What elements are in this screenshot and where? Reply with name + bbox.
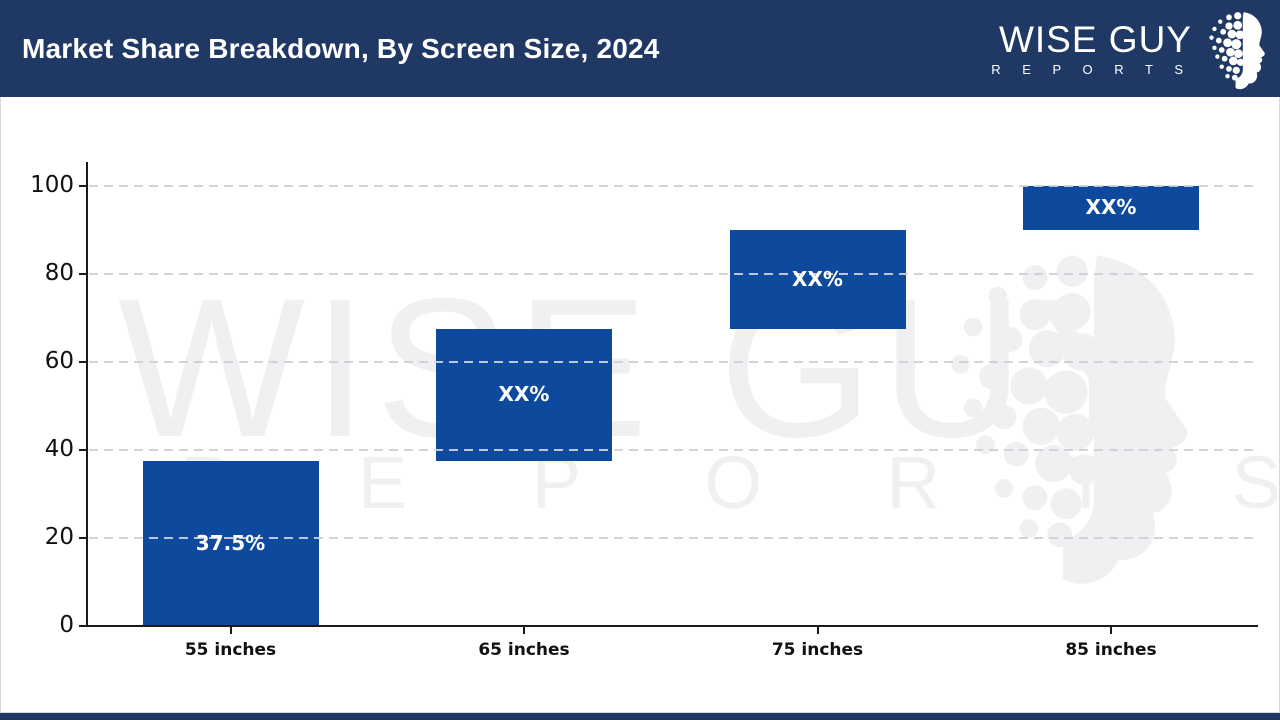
y-tick-mark	[79, 537, 87, 539]
y-tick-mark	[79, 361, 87, 363]
y-tick-mark	[79, 449, 87, 451]
y-tick-label: 40	[44, 436, 74, 462]
watermark-face-icon	[951, 255, 1188, 584]
x-axis-line	[86, 625, 1258, 627]
y-tick-mark	[79, 185, 87, 187]
y-tick-label: 100	[30, 172, 74, 198]
watermark-subtitle: R E P O R T S	[180, 441, 1280, 524]
x-category-label: 85 inches	[1065, 640, 1157, 660]
wiseguy-face-icon	[1209, 12, 1265, 90]
logo-wordmark: WISE GUY	[998, 19, 1192, 60]
gridline	[89, 449, 1256, 451]
y-tick-label: 60	[44, 348, 74, 374]
gridline	[89, 537, 1256, 539]
y-tick-label: 20	[44, 524, 74, 550]
footer-bar	[0, 713, 1280, 720]
bar-value-label: XX%	[498, 382, 550, 406]
x-tick-mark	[816, 627, 819, 634]
x-tick-mark	[1110, 627, 1112, 634]
x-tick-mark	[229, 627, 232, 634]
bar-segment	[436, 329, 612, 461]
gridline	[89, 185, 1256, 187]
gridline	[89, 361, 1256, 363]
y-tick-mark	[79, 273, 87, 275]
bar-value-label: XX%	[1085, 195, 1137, 219]
y-tick-mark	[79, 625, 87, 627]
bar-segment	[729, 230, 906, 329]
gridline	[89, 273, 1256, 275]
bar-value-label: 37.5%	[195, 530, 266, 555]
bar-segment	[142, 461, 319, 626]
bar-segment	[1023, 186, 1199, 230]
y-tick-label: 80	[44, 260, 74, 286]
x-category-label: 65 inches	[478, 640, 570, 660]
watermark-wordmark: WISE GUY	[118, 257, 1173, 478]
header-banner: Market Share Breakdown, By Screen Size, …	[0, 0, 1280, 97]
page-title: Market Share Breakdown, By Screen Size, …	[22, 32, 660, 64]
x-category-label: 75 inches	[771, 640, 864, 660]
x-tick-mark	[523, 627, 525, 634]
wiseguy-logo-text: WISE GUY R E P O R T S	[991, 19, 1192, 78]
logo-subtitle: R E P O R T S	[991, 62, 1192, 77]
wiseguy-logo: WISE GUY R E P O R T S	[991, 6, 1270, 92]
y-axis-line	[86, 162, 88, 627]
x-category-label: 55 inches	[184, 640, 277, 660]
y-tick-label: 0	[59, 612, 74, 638]
bar-value-label: XX%	[792, 266, 843, 291]
